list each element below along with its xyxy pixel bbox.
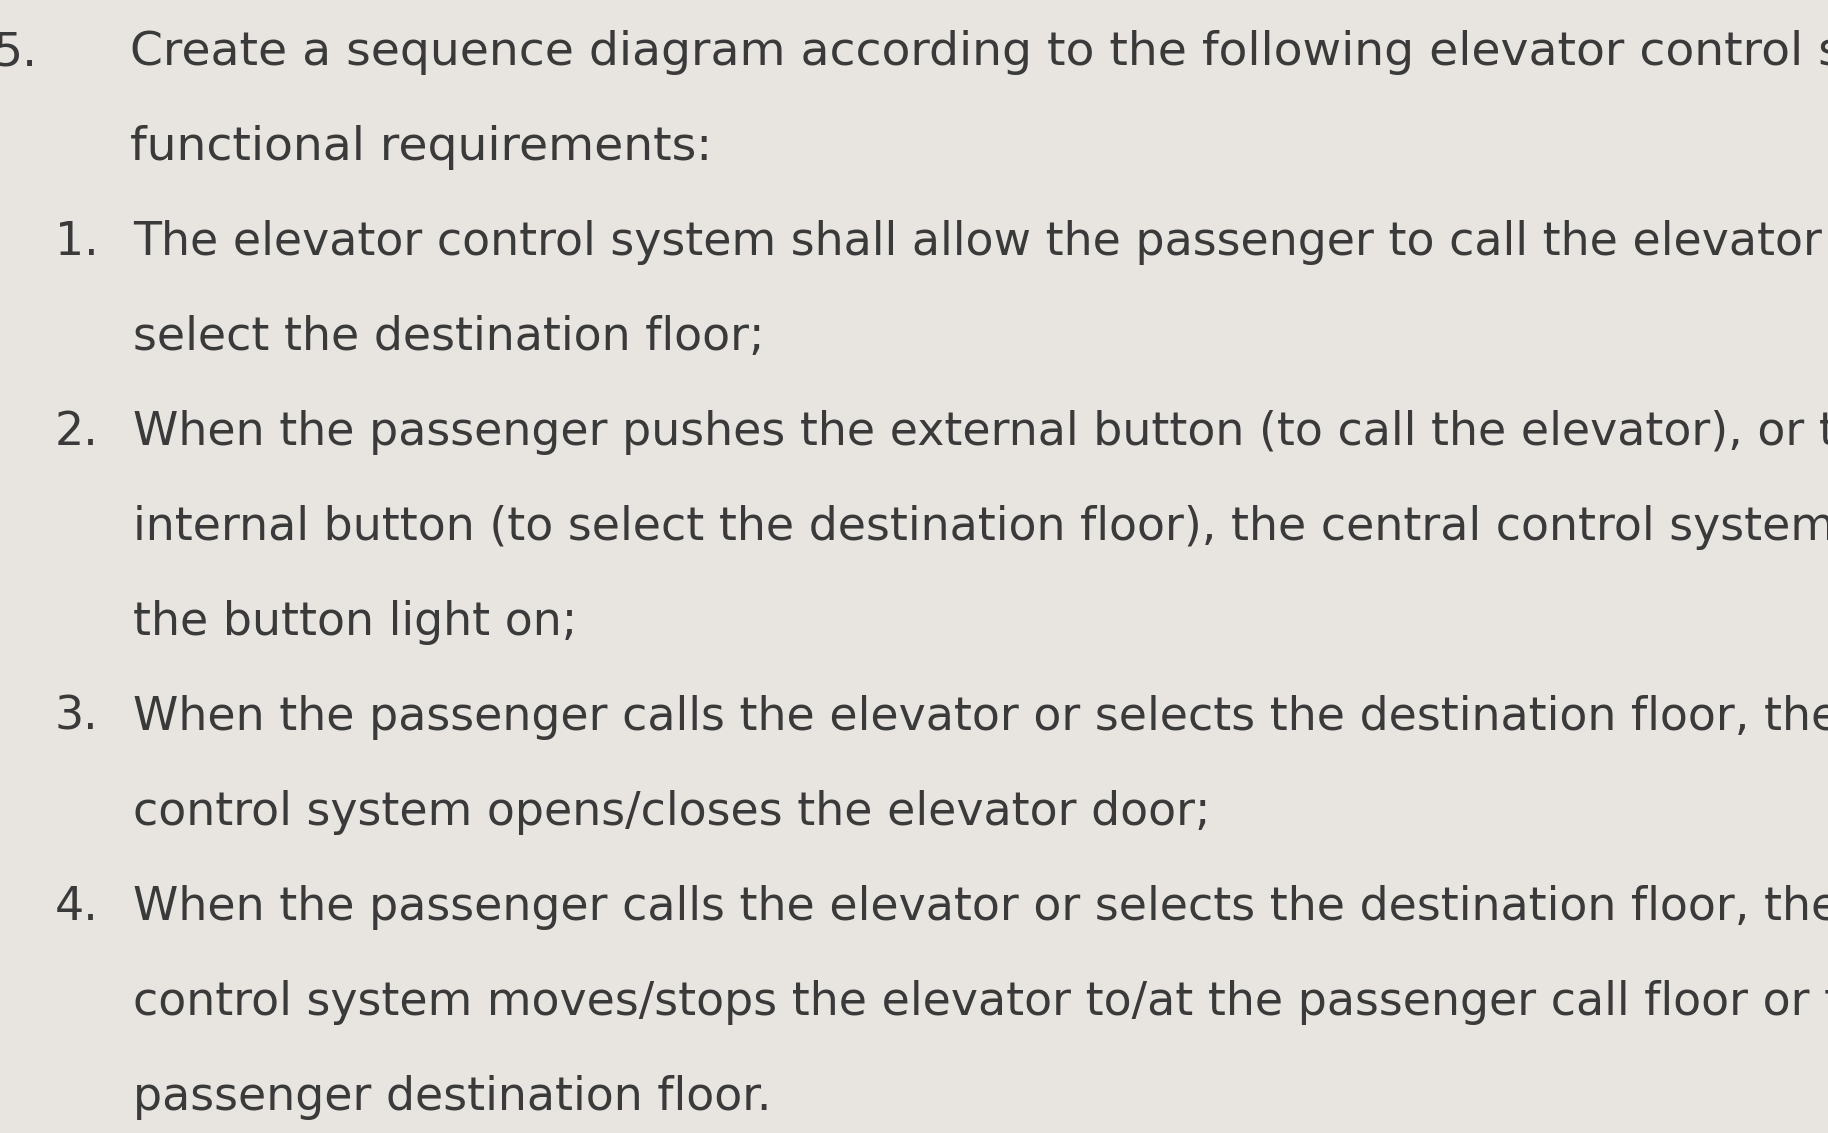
Text: the button light on;: the button light on; [133, 600, 578, 645]
Text: Create a sequence diagram according to the following elevator control system: Create a sequence diagram according to t… [130, 29, 1828, 75]
Text: control system moves/stops the elevator to/at the passenger call floor or to/at : control system moves/stops the elevator … [133, 980, 1828, 1025]
Text: select the destination floor;: select the destination floor; [133, 315, 764, 360]
Text: The elevator control system shall allow the passenger to call the elevator and t: The elevator control system shall allow … [133, 220, 1828, 265]
Text: 1.: 1. [55, 220, 99, 265]
Text: internal button (to select the destination floor), the central control system sw: internal button (to select the destinati… [133, 505, 1828, 550]
Text: When the passenger pushes the external button (to call the elevator), or the: When the passenger pushes the external b… [133, 410, 1828, 455]
Text: 4.: 4. [55, 885, 99, 930]
Text: 2.: 2. [55, 410, 99, 455]
Text: When the passenger calls the elevator or selects the destination floor, the cent: When the passenger calls the elevator or… [133, 885, 1828, 930]
Text: When the passenger calls the elevator or selects the destination floor, the cent: When the passenger calls the elevator or… [133, 695, 1828, 740]
Text: 5.: 5. [0, 29, 37, 75]
Text: 3.: 3. [55, 695, 99, 740]
Text: functional requirements:: functional requirements: [130, 125, 713, 170]
Text: passenger destination floor.: passenger destination floor. [133, 1075, 771, 1121]
Text: control system opens/closes the elevator door;: control system opens/closes the elevator… [133, 790, 1210, 835]
